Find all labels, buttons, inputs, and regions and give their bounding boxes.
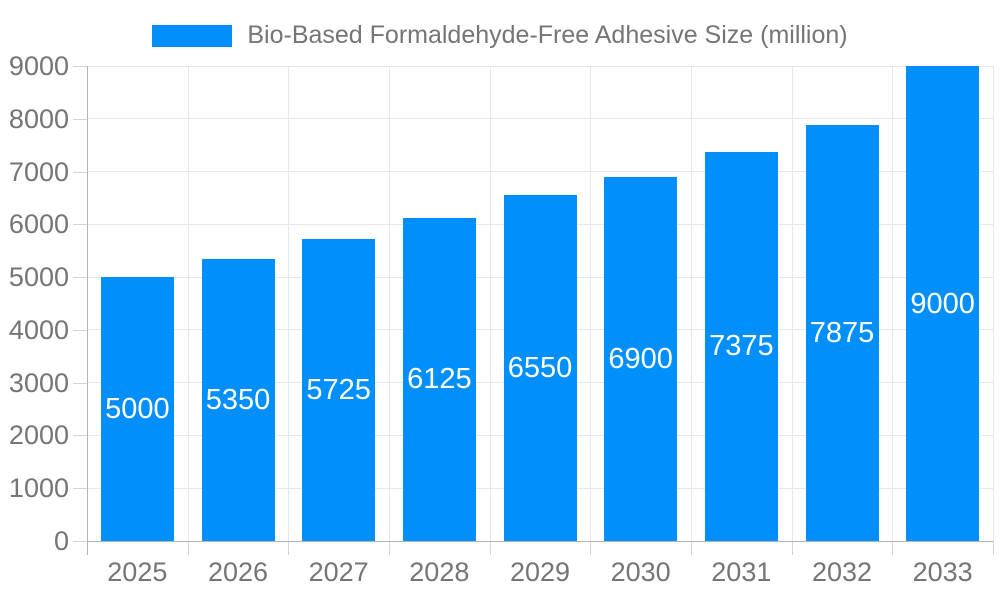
y-axis-tick	[73, 329, 87, 331]
v-gridline	[187, 66, 189, 541]
y-axis-label: 1000	[8, 473, 69, 504]
y-axis-tick	[73, 541, 87, 542]
y-axis-label: 8000	[8, 103, 69, 134]
x-axis-label: 2028	[409, 557, 470, 587]
y-axis-label: 9000	[8, 51, 69, 81]
x-axis-tick	[993, 541, 994, 555]
x-axis-tick	[288, 541, 290, 555]
v-gridline	[489, 66, 491, 541]
x-axis-tick	[590, 541, 592, 555]
bar[interactable]	[704, 151, 778, 541]
v-gridline	[590, 66, 592, 541]
bar[interactable]	[604, 176, 678, 541]
bar[interactable]	[906, 66, 980, 541]
x-axis-label: 2027	[308, 557, 369, 587]
y-axis-label: 2000	[8, 420, 69, 451]
y-axis-label: 3000	[8, 367, 69, 398]
x-axis-tick	[691, 541, 692, 555]
v-gridline	[691, 66, 692, 541]
y-axis-tick	[73, 171, 87, 173]
bar-value-label: 5725	[306, 373, 371, 406]
bar-value-label: 5000	[105, 393, 170, 426]
h-gridline	[87, 171, 993, 173]
bar[interactable]	[503, 195, 577, 541]
y-axis-label: 0	[53, 526, 69, 556]
y-axis-tick	[73, 382, 87, 384]
bar[interactable]	[302, 238, 376, 541]
x-axis-label: 2030	[610, 557, 671, 587]
x-axis-tick	[489, 541, 491, 555]
y-axis-tick	[73, 277, 87, 279]
y-axis-label: 6000	[8, 209, 69, 240]
x-axis-tick	[389, 541, 390, 555]
v-gridline	[288, 66, 290, 541]
x-axis-label: 2029	[509, 557, 571, 587]
legend-series-label: Bio-Based Formaldehyde-Free Adhesive Siz…	[247, 21, 848, 49]
y-axis-tick	[73, 118, 87, 120]
bar-value-label: 6125	[407, 363, 472, 396]
v-gridline	[993, 66, 994, 541]
y-axis-label: 7000	[8, 156, 69, 187]
bar[interactable]	[402, 217, 476, 541]
x-axis-tick	[187, 541, 189, 555]
y-axis-tick	[73, 435, 87, 437]
x-axis-label: 2026	[207, 557, 269, 587]
y-axis-tick	[73, 488, 87, 490]
x-axis-label: 2033	[912, 557, 973, 587]
y-axis-tick	[73, 66, 87, 67]
chart-legend[interactable]: Bio-Based Formaldehyde-Free Adhesive Siz…	[0, 21, 1000, 50]
y-axis-tick	[73, 224, 87, 226]
x-axis-label: 2025	[107, 557, 168, 587]
h-gridline	[87, 118, 993, 120]
bar-value-label: 7375	[709, 330, 774, 363]
h-gridline	[87, 65, 993, 67]
v-gridline	[791, 66, 793, 541]
y-axis-label: 5000	[8, 262, 69, 293]
v-gridline	[389, 66, 390, 541]
legend-swatch	[152, 24, 233, 47]
v-gridline	[892, 66, 894, 541]
x-axis-label: 2031	[711, 557, 772, 587]
x-axis-line	[87, 541, 993, 542]
bar-value-label: 7875	[809, 317, 875, 350]
bar-value-label: 5350	[205, 383, 271, 416]
x-axis-tick	[892, 541, 894, 555]
bar-value-label: 6550	[507, 352, 573, 385]
bar[interactable]	[100, 277, 174, 541]
bar-value-label: 9000	[910, 287, 975, 320]
bar[interactable]	[201, 258, 275, 541]
bar-value-label: 6900	[608, 342, 673, 375]
bar[interactable]	[805, 125, 879, 541]
y-axis-line	[87, 66, 88, 555]
y-axis-label: 4000	[8, 314, 69, 345]
x-axis-label: 2032	[811, 557, 873, 587]
x-axis-tick	[791, 541, 793, 555]
